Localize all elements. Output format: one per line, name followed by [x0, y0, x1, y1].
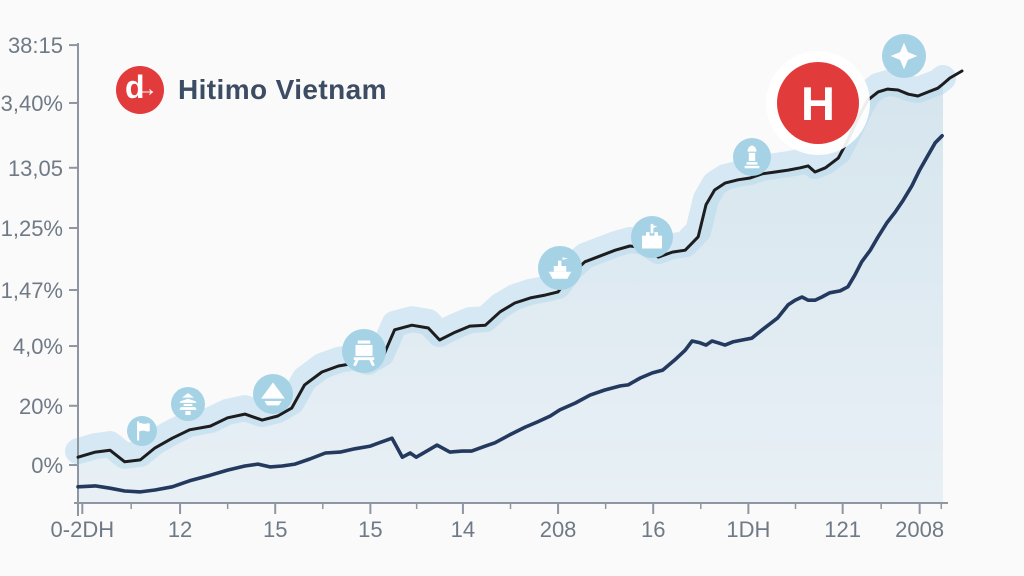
drum-icon — [342, 329, 386, 373]
flag-icon-circle — [127, 416, 157, 446]
brand-logo: d → Hitimo Vietnam — [116, 66, 387, 114]
brand-title: Hitimo Vietnam — [178, 74, 387, 105]
y-axis-label: 4,0% — [13, 334, 63, 359]
h-badge: H — [777, 62, 859, 144]
lotus-icon-glyph — [890, 42, 918, 70]
tower-icon-glyph — [746, 162, 758, 165]
citadel-icon — [631, 216, 673, 258]
tower-icon-glyph — [744, 165, 760, 169]
y-axis-label: 1,25% — [1, 216, 63, 241]
x-axis-label: 2008 — [895, 517, 944, 542]
pagoda-icon-glyph — [179, 407, 197, 410]
ship-icon-glyph — [558, 260, 562, 267]
x-axis-label: 14 — [451, 517, 475, 542]
x-axis-label: 12 — [168, 517, 192, 542]
x-axis-label: 15 — [358, 517, 382, 542]
ship-icon — [538, 246, 582, 290]
y-axis-label: 13,05 — [8, 156, 63, 181]
pagoda-icon-glyph — [185, 411, 191, 415]
conical-hat-icon-glyph — [261, 382, 285, 399]
ship-icon-glyph — [548, 271, 572, 279]
x-axis-label: 121 — [824, 517, 861, 542]
pagoda-icon-glyph — [181, 393, 195, 398]
pagoda-icon-glyph — [183, 404, 193, 406]
drum-icon-glyph — [369, 359, 375, 367]
drum-icon-glyph — [353, 359, 359, 367]
y-axis-label: 0% — [31, 453, 63, 478]
x-axis-label: 0-2DH — [51, 517, 115, 542]
lotus-icon — [882, 34, 926, 78]
x-axis-label: 16 — [641, 517, 665, 542]
tower-icon-glyph — [748, 152, 756, 161]
arrow-right-icon: → — [134, 75, 158, 102]
tower-icon-glyph — [747, 145, 757, 152]
x-axis-label: 1DH — [726, 517, 770, 542]
brand-logo-badge: d → — [116, 66, 164, 114]
series-secondary-line — [76, 134, 944, 494]
flag-icon — [127, 416, 157, 446]
drum-icon-glyph — [357, 340, 371, 344]
y-axis-label: 3,40% — [1, 91, 63, 116]
flag-icon-glyph — [138, 422, 150, 432]
citadel-icon-glyph — [641, 232, 663, 249]
drum-icon-glyph — [353, 357, 375, 361]
series-total-line — [76, 69, 964, 464]
x-axis-label: 15 — [263, 517, 287, 542]
ship-icon-glyph — [562, 257, 568, 261]
x-axis-label: 208 — [540, 517, 577, 542]
y-axis-label: 20% — [19, 394, 63, 419]
tower-icon — [733, 138, 771, 176]
conical-hat-icon-glyph — [264, 400, 282, 406]
pagoda-icon-glyph — [179, 398, 197, 403]
drum-icon-glyph — [355, 345, 373, 356]
citadel-icon-glyph — [652, 225, 658, 229]
conical-hat-icon — [253, 374, 293, 414]
y-axis-label: 1,47% — [1, 278, 63, 303]
pagoda-icon — [171, 387, 205, 421]
ship-icon-glyph — [553, 266, 567, 272]
logo-d-glyph: d — [125, 69, 145, 105]
y-axis-label: 38:15 — [8, 33, 63, 58]
